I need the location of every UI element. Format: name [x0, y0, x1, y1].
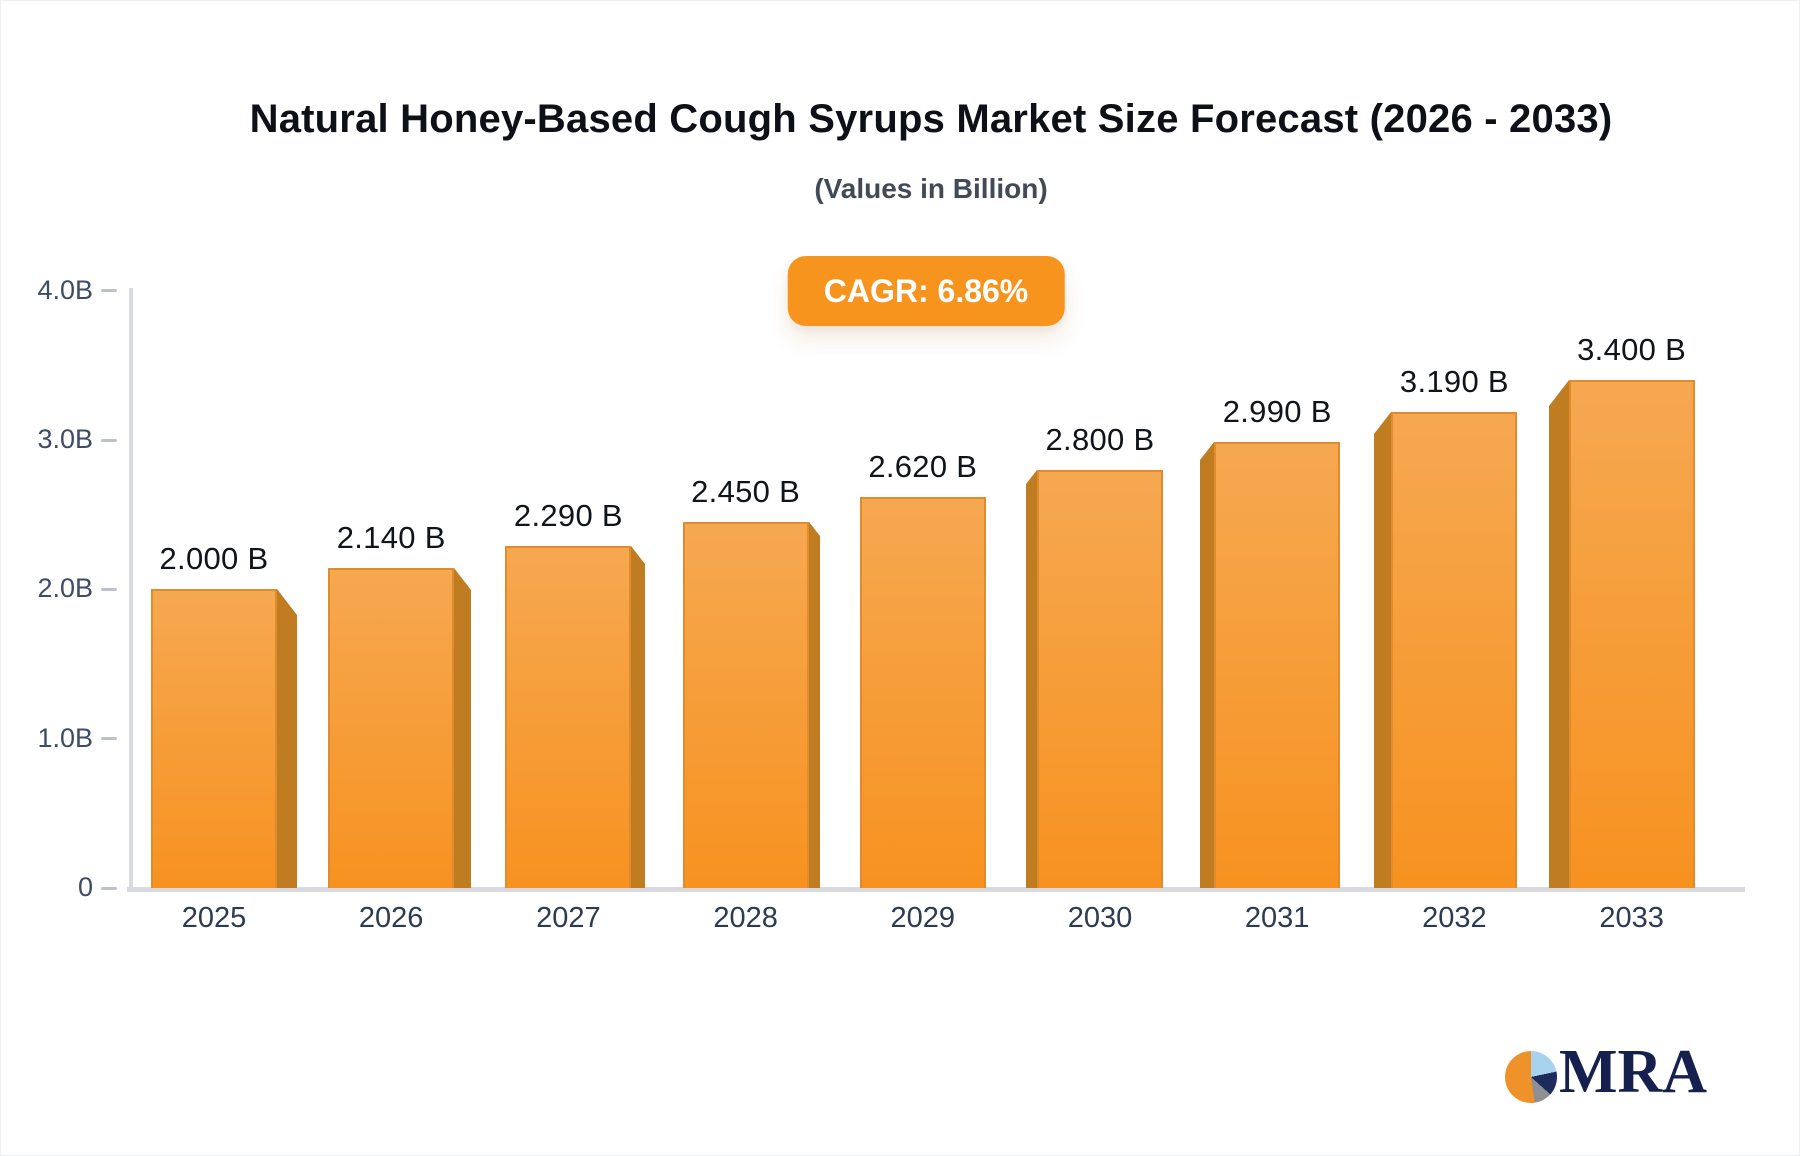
bar-value-label: 2.290 B — [513, 498, 623, 533]
bar — [1569, 380, 1695, 888]
y-axis-tick — [101, 587, 117, 591]
bar-value-label: 2.990 B — [1222, 394, 1332, 429]
x-axis-label: 2033 — [1599, 902, 1664, 934]
mra-logo: MRA — [1505, 1037, 1707, 1108]
x-axis-label: 2031 — [1244, 902, 1310, 934]
y-axis-tick — [101, 737, 117, 741]
bar-side-face — [809, 522, 820, 888]
y-axis-tick — [101, 886, 117, 890]
y-axis-tick-label: 3.0B — [37, 424, 93, 455]
x-axis-label: 2027 — [536, 902, 601, 934]
bar — [1037, 470, 1163, 888]
y-axis-tick — [101, 289, 117, 293]
bar-side-face — [1374, 412, 1391, 888]
bar-side-face — [1200, 442, 1214, 888]
bar-value-label: 2.140 B — [336, 520, 446, 555]
y-axis-tick — [101, 438, 117, 442]
bar — [860, 497, 986, 888]
bar — [505, 546, 631, 888]
x-axis-label: 2032 — [1422, 902, 1487, 934]
chart-title: Natural Honey-Based Cough Syrups Market … — [249, 97, 1613, 141]
pie-chart-logo-icon — [1505, 1050, 1557, 1103]
bar — [683, 522, 809, 888]
y-axis-line — [129, 288, 133, 889]
chart-subtitle: (Values in Billion) — [814, 173, 1048, 204]
x-axis-line — [127, 887, 1745, 892]
bar-value-label: 2.000 B — [159, 541, 269, 576]
bar-side-face — [1026, 470, 1037, 888]
y-axis-tick-label: 2.0B — [37, 573, 93, 604]
bar-side-face — [454, 568, 471, 888]
bar-value-label: 3.190 B — [1399, 364, 1509, 399]
bar-side-face — [1549, 380, 1569, 888]
logo-text: MRA — [1559, 1038, 1708, 1106]
x-axis-label: 2029 — [890, 902, 956, 934]
bar-value-label: 2.800 B — [1045, 422, 1155, 457]
bar-value-label: 2.450 B — [691, 474, 801, 509]
x-axis-label: 2026 — [358, 902, 424, 934]
bar-side-face — [277, 589, 297, 888]
cagr-badge: CAGR: 6.86% — [787, 256, 1065, 326]
bar-value-label: 3.400 B — [1577, 332, 1687, 367]
bar — [151, 589, 277, 888]
x-axis-label: 2028 — [713, 902, 778, 934]
y-axis-tick-label: 0 — [77, 872, 93, 902]
x-axis-label: 2025 — [181, 902, 247, 934]
bar-side-face — [631, 546, 645, 888]
bar — [1391, 412, 1517, 888]
bar — [1214, 442, 1340, 888]
y-axis-tick-label: 4.0B — [37, 274, 93, 305]
bar-value-label: 2.620 B — [868, 449, 978, 484]
y-axis-tick-label: 1.0B — [37, 722, 93, 753]
bar — [328, 568, 454, 888]
x-axis-label: 2030 — [1067, 902, 1133, 934]
